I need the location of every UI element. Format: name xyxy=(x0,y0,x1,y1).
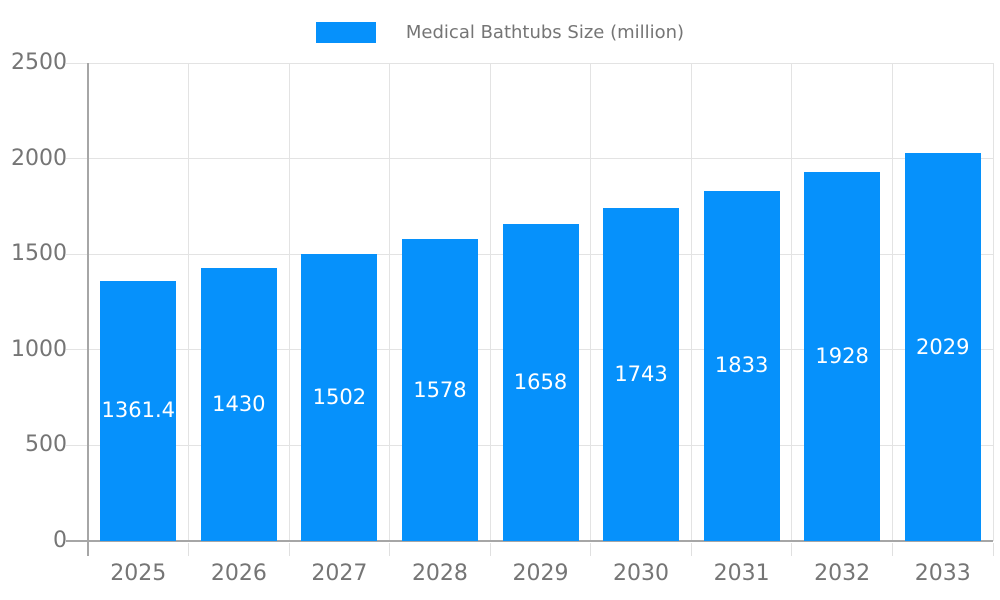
x-tick xyxy=(690,543,692,556)
x-gridline xyxy=(992,63,994,541)
bar-value-label: 1928 xyxy=(815,344,869,369)
x-tick xyxy=(389,543,391,556)
bar-2033[interactable]: 2029 xyxy=(904,153,981,541)
x-tick-label: 2031 xyxy=(713,561,770,586)
bar-2027[interactable]: 1502 xyxy=(301,253,378,541)
bar-value-label: 1743 xyxy=(614,361,668,386)
x-gridline xyxy=(389,63,391,541)
y-tick xyxy=(66,444,88,446)
x-tick xyxy=(188,543,190,556)
y-tick xyxy=(66,253,88,255)
x-gridline xyxy=(590,63,592,541)
legend-label: Medical Bathtubs Size (million) xyxy=(405,21,685,43)
x-tick xyxy=(288,543,290,556)
y-tick-label: 1000 xyxy=(11,336,67,362)
y-tick-label: 500 xyxy=(25,432,67,458)
bar-2030[interactable]: 1743 xyxy=(603,207,680,541)
x-tick xyxy=(489,543,491,556)
x-gridline xyxy=(891,63,893,541)
bar-value-label: 2029 xyxy=(915,334,970,359)
y-axis-line xyxy=(87,63,89,556)
y-tick-label: 2000 xyxy=(11,145,67,171)
y-tick-label: 2500 xyxy=(11,50,67,75)
bar-value-label: 1833 xyxy=(714,353,769,378)
y-tick-label: 1500 xyxy=(11,241,67,267)
bar-2026[interactable]: 1430 xyxy=(200,267,277,541)
bar-value-label: 1430 xyxy=(212,391,266,416)
x-tick xyxy=(791,543,793,556)
y-tick-label: 0 xyxy=(53,528,67,553)
bar-2028[interactable]: 1578 xyxy=(401,239,478,541)
x-tick-label: 2028 xyxy=(411,561,468,586)
bar-2032[interactable]: 1928 xyxy=(804,172,881,541)
x-tick-label: 2033 xyxy=(914,561,971,586)
x-tick xyxy=(590,543,592,556)
x-gridline xyxy=(690,63,692,541)
x-tick-label: 2025 xyxy=(110,561,167,586)
legend[interactable]: Medical Bathtubs Size (million) xyxy=(0,21,1000,43)
x-gridline xyxy=(791,63,793,541)
bar-2031[interactable]: 1833 xyxy=(703,190,780,541)
bar-value-label: 1578 xyxy=(413,377,467,402)
x-gridline xyxy=(489,63,491,541)
x-tick-label: 2029 xyxy=(512,561,569,586)
x-tick-label: 2032 xyxy=(814,561,871,586)
y-tick xyxy=(66,62,88,64)
x-gridline xyxy=(188,63,190,541)
bar-value-label: 1361.4 xyxy=(101,398,175,423)
y-tick xyxy=(66,158,88,160)
legend-swatch xyxy=(315,21,376,43)
plot-area: 0 500 1000 1500 2000 2500 1361.4 1430 1502 1578 16… xyxy=(11,52,994,586)
x-tick-label: 2027 xyxy=(311,561,368,586)
x-tick xyxy=(891,543,893,556)
bar-2029[interactable]: 1658 xyxy=(502,224,579,541)
bar-value-label: 1502 xyxy=(312,384,367,409)
x-tick-label: 2030 xyxy=(613,561,670,586)
bar-2025[interactable]: 1361.4 xyxy=(100,280,177,541)
bar-value-label: 1658 xyxy=(513,370,568,394)
y-tick xyxy=(66,349,88,351)
x-axis-line xyxy=(66,540,993,542)
x-gridline xyxy=(288,63,290,541)
y-gridline xyxy=(88,62,993,64)
x-tick xyxy=(992,543,994,556)
x-tick-label: 2026 xyxy=(210,561,267,586)
y-gridline xyxy=(88,158,993,160)
